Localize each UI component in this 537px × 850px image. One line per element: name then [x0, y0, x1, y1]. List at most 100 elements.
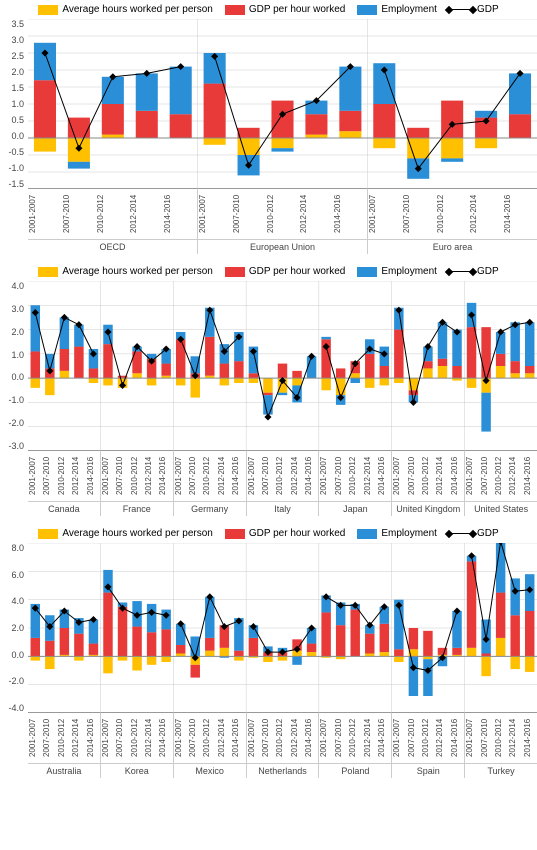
period-label: 2007-2010: [480, 713, 494, 763]
period-label: 2007-2010: [232, 189, 266, 239]
country-label: European Union: [198, 239, 367, 254]
y-axis: 3.53.02.52.01.51.00.50.0-0.5-1.0-1.5: [0, 19, 28, 189]
period-label: 2007-2010: [115, 451, 129, 501]
period-label: 2001-2007: [28, 713, 42, 763]
country-label: Korea: [101, 763, 173, 778]
ytick: 2.0: [11, 327, 24, 337]
period-label: 2012-2014: [144, 451, 158, 501]
ytick: -1.0: [8, 163, 24, 173]
bar-emp: [263, 395, 272, 414]
period-label: 2014-2016: [231, 451, 245, 501]
bar-gdp_hour: [423, 631, 432, 657]
legend-gdp-hour: GDP per hour worked: [225, 266, 346, 277]
country-group: 2001-20072007-20102010-20122012-20142014…: [101, 451, 174, 516]
bar-emp: [409, 656, 418, 696]
bar-gdp_hour: [441, 101, 463, 138]
bar-emp: [271, 148, 293, 151]
bar-hours: [103, 378, 112, 385]
period-label: 2007-2010: [407, 713, 421, 763]
bar-hours: [510, 373, 519, 378]
bar-gdp_hour: [118, 607, 127, 657]
panel-0: Average hours worked per personGDP per h…: [0, 0, 537, 254]
bar-hours: [423, 368, 432, 378]
bar-hours: [205, 651, 214, 657]
bar-gdp_hour: [380, 366, 389, 378]
country-group: 2001-20072007-20102010-20122012-20142014…: [319, 713, 392, 778]
bar-hours: [407, 138, 429, 158]
chart-root: Average hours worked per personGDP per h…: [0, 0, 537, 778]
period-label: 2001-2007: [174, 451, 188, 501]
bar-hours: [496, 366, 505, 378]
country-group: 2001-20072007-20102010-20122012-20142014…: [319, 451, 392, 516]
bar-hours: [441, 138, 463, 158]
bar-gdp_hour: [204, 84, 226, 138]
bar-emp: [170, 67, 192, 115]
country-group: 2001-20072007-20102010-20122012-20142014…: [247, 713, 320, 778]
period-label: 2001-2007: [465, 451, 479, 501]
bar-gdp_hour: [373, 104, 395, 138]
bar-emp: [339, 67, 361, 111]
legend-gdp: GDP: [449, 528, 499, 539]
bar-gdp_hour: [176, 645, 185, 654]
period-label: 2007-2010: [188, 451, 202, 501]
plot-svg: [28, 19, 537, 189]
period-label: 2010-2012: [57, 713, 71, 763]
period-label: 2001-2007: [247, 451, 261, 501]
bar-gdp_hour: [60, 628, 69, 655]
bar-hours: [496, 638, 505, 656]
ytick: 0.0: [11, 372, 24, 382]
bar-hours: [249, 378, 258, 383]
bar-gdp_hour: [31, 351, 40, 378]
bar-hours: [525, 656, 534, 672]
plot-svg: [28, 281, 537, 451]
period-label: 2014-2016: [86, 713, 100, 763]
country-label: Australia: [28, 763, 100, 778]
bar-gdp_hour: [31, 638, 40, 656]
period-label: 2001-2007: [101, 451, 115, 501]
ytick: -1.0: [8, 395, 24, 405]
bar-emp: [147, 604, 156, 632]
ytick: 8.0: [11, 543, 24, 553]
period-label: 2001-2007: [198, 189, 232, 239]
country-label: United Kingdom: [392, 501, 464, 516]
bar-gdp_hour: [496, 593, 505, 638]
bar-gdp_hour: [238, 128, 260, 138]
bar-emp: [68, 162, 90, 169]
period-label: 2012-2014: [508, 713, 522, 763]
bar-gdp_hour: [34, 80, 56, 138]
bar-gdp_hour: [205, 337, 214, 376]
period-label: 2010-2012: [275, 451, 289, 501]
country-label: OECD: [28, 239, 197, 254]
bar-emp: [278, 393, 287, 395]
bar-hours: [45, 656, 54, 669]
ytick: 2.5: [11, 51, 24, 61]
x-axis: 2001-20072007-20102010-20122012-20142014…: [28, 189, 537, 254]
bar-hours: [365, 378, 374, 388]
period-label: 2007-2010: [261, 713, 275, 763]
legend-gdp-hour: GDP per hour worked: [225, 528, 346, 539]
country-group: 2001-20072007-20102010-20122012-20142014…: [28, 713, 101, 778]
bar-hours: [204, 138, 226, 145]
period-label: 2014-2016: [503, 189, 537, 239]
period-label: 2007-2010: [42, 451, 56, 501]
bar-gdp_hour: [74, 634, 83, 657]
period-label: 2010-2012: [421, 713, 435, 763]
period-label: 2007-2010: [334, 713, 348, 763]
bar-emp: [496, 543, 505, 593]
country-group: 2001-20072007-20102010-20122012-20142014…: [101, 713, 174, 778]
bar-hours: [89, 378, 98, 383]
bar-gdp_hour: [103, 593, 112, 657]
period-label: 2012-2014: [129, 189, 163, 239]
bar-emp: [510, 578, 519, 615]
period-label: 2012-2014: [435, 713, 449, 763]
bar-emp: [321, 337, 330, 339]
period-label: 2012-2014: [290, 451, 304, 501]
ytick: -4.0: [8, 703, 24, 713]
ytick: -1.5: [8, 179, 24, 189]
bar-hours: [263, 656, 272, 662]
bar-emp: [509, 73, 531, 114]
legend-employment: Employment: [357, 528, 437, 539]
bar-gdp_hour: [423, 361, 432, 368]
period-label: 2010-2012: [202, 451, 216, 501]
period-label: 2014-2016: [304, 451, 318, 501]
